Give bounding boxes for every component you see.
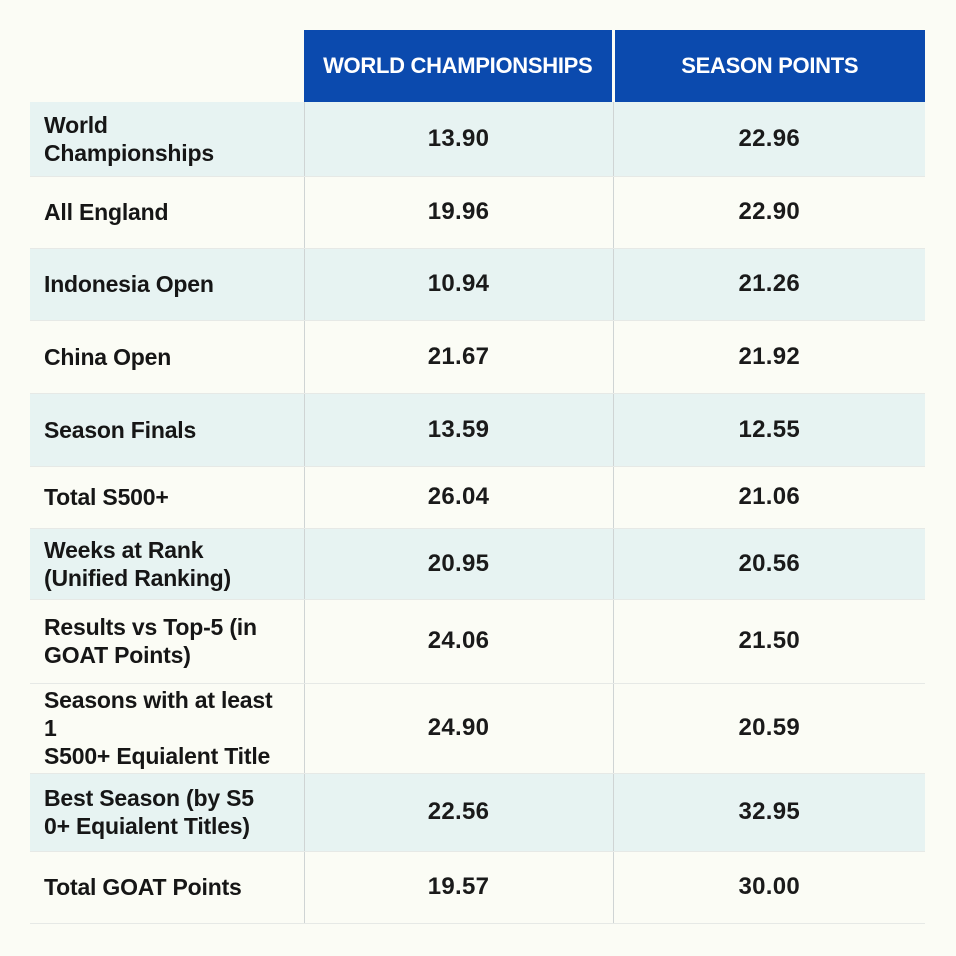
table-row: Total GOAT Points 19.57 30.00 <box>30 851 925 924</box>
row-label: World Championships <box>30 102 304 177</box>
world-championships-value: 13.90 <box>303 102 614 177</box>
table-row: Indonesia Open 10.94 21.26 <box>30 248 925 321</box>
row-label: China Open <box>30 320 304 394</box>
row-label: Seasons with at least 1 S500+ Equialent … <box>30 683 304 774</box>
table-row: China Open 21.67 21.92 <box>30 320 925 394</box>
world-championships-value: 19.57 <box>303 851 614 924</box>
row-label: Total S500+ <box>30 466 304 529</box>
comparison-table: WORLD CHAMPIONSHIPS SEASON POINTS World … <box>30 30 925 924</box>
row-label-text: Indonesia Open <box>44 271 214 297</box>
world-championships-value: 20.95 <box>303 528 614 600</box>
world-championships-value: 13.59 <box>303 393 614 467</box>
world-championships-value: 26.04 <box>303 466 614 529</box>
world-championships-value: 10.94 <box>303 248 614 321</box>
table-row: Best Season (by S5 0+ Equialent Titles) 2… <box>30 773 925 852</box>
row-label: Results vs Top-5 (in GOAT Points) <box>30 599 304 684</box>
header-row: WORLD CHAMPIONSHIPS SEASON POINTS <box>30 30 925 102</box>
header-world-championships: WORLD CHAMPIONSHIPS <box>304 30 615 102</box>
row-label-text: Total S500+ <box>44 484 169 510</box>
season-points-value: 20.59 <box>613 683 925 774</box>
row-label: Best Season (by S5 0+ Equialent Titles) <box>30 773 304 852</box>
row-label-text: Season Finals <box>44 416 197 443</box>
season-points-value: 21.92 <box>613 320 925 394</box>
season-points-value: 22.96 <box>613 102 925 177</box>
row-label: Season Finals <box>30 393 304 467</box>
season-points-value: 21.50 <box>613 599 925 684</box>
row-label: Weeks at Rank (Unified Ranking) <box>30 528 304 600</box>
row-label: All England <box>30 176 304 249</box>
world-championships-value: 22.56 <box>303 773 614 852</box>
season-points-value: 20.56 <box>613 528 925 600</box>
table-row: Seasons with at least 1 S500+ Equialent … <box>30 683 925 774</box>
season-points-value: 12.55 <box>613 393 925 467</box>
row-label-text: China Open <box>44 343 172 370</box>
table-row: Weeks at Rank (Unified Ranking) 20.95 20.5… <box>30 528 925 600</box>
row-label-text: Results vs Top-5 (in GOAT Points) <box>44 614 257 668</box>
world-championships-value: 24.06 <box>303 599 614 684</box>
header-blank <box>30 30 304 102</box>
season-points-value: 30.00 <box>613 851 925 924</box>
row-label-text: Weeks at Rank (Unified Ranking) <box>44 536 231 591</box>
table-row: Total S500+ 26.04 21.06 <box>30 466 925 529</box>
table-row: Results vs Top-5 (in GOAT Points) 24.06 21… <box>30 599 925 684</box>
row-label-text: All England <box>44 199 169 225</box>
row-label: Total GOAT Points <box>30 851 304 924</box>
season-points-value: 22.90 <box>613 176 925 249</box>
table-body: World Championships 13.90 22.96 All England… <box>30 102 925 924</box>
table-row: Season Finals 13.59 12.55 <box>30 393 925 467</box>
row-label: Indonesia Open <box>30 248 304 321</box>
table-row: World Championships 13.90 22.96 <box>30 102 925 177</box>
row-label-text: Seasons with at least 1 S500+ Equialent … <box>44 687 273 769</box>
season-points-value: 21.06 <box>613 466 925 529</box>
world-championships-value: 21.67 <box>303 320 614 394</box>
row-label-text: Best Season (by S5 0+ Equialent Titles) <box>44 785 254 839</box>
world-championships-value: 24.90 <box>303 683 614 774</box>
season-points-value: 32.95 <box>613 773 925 852</box>
table-row: All England 19.96 22.90 <box>30 176 925 249</box>
row-label-text: World Championships <box>44 111 214 166</box>
row-label-text: Total GOAT Points <box>44 874 242 900</box>
world-championships-value: 19.96 <box>303 176 614 249</box>
season-points-value: 21.26 <box>613 248 925 321</box>
header-season-points: SEASON POINTS <box>613 30 925 102</box>
